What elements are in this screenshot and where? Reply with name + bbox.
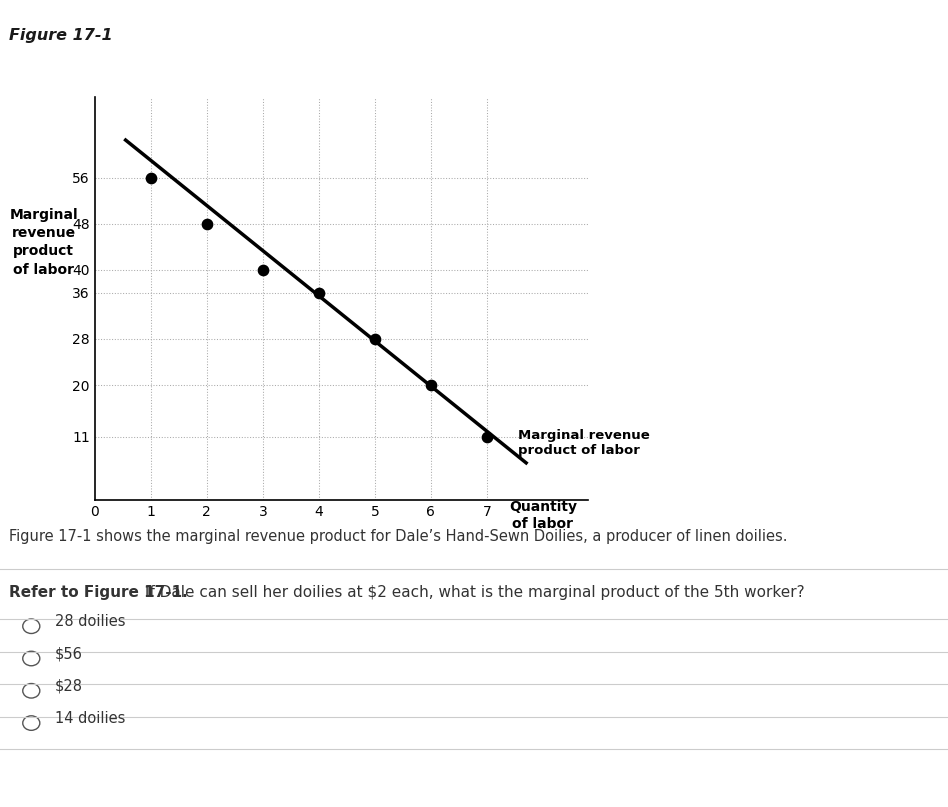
Text: $28: $28 — [55, 679, 83, 693]
Text: 28 doilies: 28 doilies — [55, 614, 125, 629]
Point — [311, 286, 326, 299]
Text: Quantity
of labor: Quantity of labor — [509, 500, 577, 530]
Text: Figure 17-1 shows the marginal revenue product for Dale’s Hand-Sewn Doilies, a p: Figure 17-1 shows the marginal revenue p… — [9, 529, 788, 544]
Text: $56: $56 — [55, 646, 82, 661]
Point — [367, 332, 382, 345]
Text: Marginal revenue
product of labor: Marginal revenue product of labor — [518, 429, 649, 457]
Point — [143, 171, 158, 184]
Point — [480, 430, 495, 443]
Text: If Dale can sell her doilies at $2 each, what is the marginal product of the 5th: If Dale can sell her doilies at $2 each,… — [140, 585, 805, 600]
Text: Figure 17-1: Figure 17-1 — [9, 28, 113, 44]
Point — [255, 263, 270, 276]
Text: 14 doilies: 14 doilies — [55, 711, 125, 725]
Point — [424, 378, 439, 391]
Point — [199, 217, 214, 230]
Text: Refer to Figure 17-1.: Refer to Figure 17-1. — [9, 585, 189, 600]
Text: Marginal
revenue
product
of labor: Marginal revenue product of labor — [9, 207, 78, 277]
